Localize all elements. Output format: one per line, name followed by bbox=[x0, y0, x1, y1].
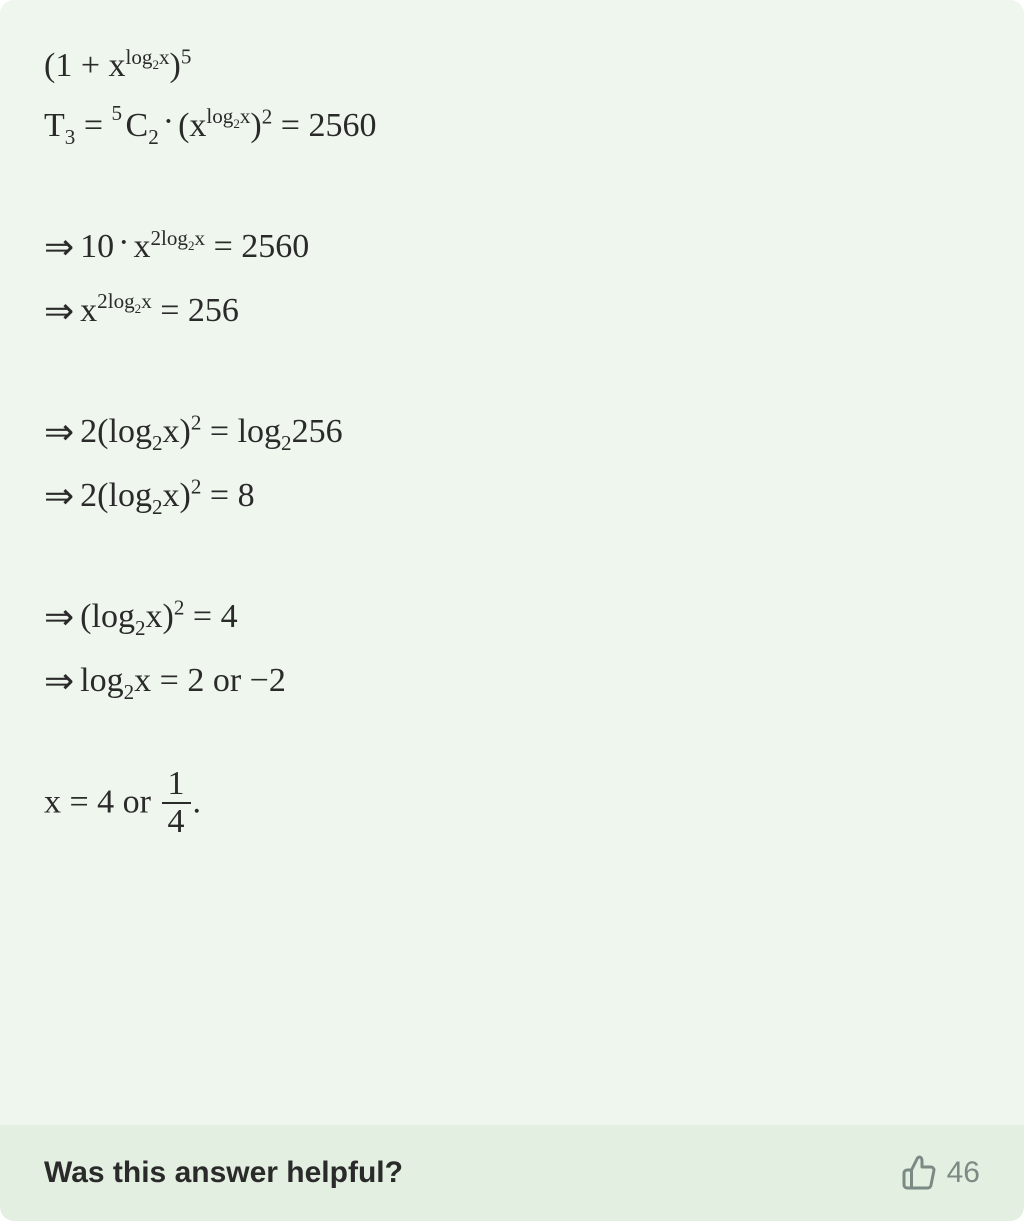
text: x bbox=[159, 45, 170, 69]
implies-icon: ⇒ bbox=[44, 596, 74, 637]
math-block-1: (1 + xlog2x)5 T3 = 5C2·(xlog2x)2 = 2560 bbox=[44, 36, 980, 155]
math-block-4: ⇒(log2x)2 = 4 ⇒log2x = 2 or −2 bbox=[44, 583, 980, 710]
text: = bbox=[75, 107, 111, 144]
text: 3 bbox=[65, 124, 76, 148]
text: 256 bbox=[292, 413, 343, 450]
text: = bbox=[151, 662, 187, 699]
upvote-button[interactable]: 46 bbox=[901, 1155, 980, 1191]
text: x) bbox=[163, 477, 191, 514]
text: 8 bbox=[238, 477, 255, 514]
denominator: 4 bbox=[162, 804, 191, 840]
text: 2 bbox=[148, 124, 159, 148]
math-line: (1 + xlog2x)5 bbox=[44, 36, 980, 96]
text: = bbox=[272, 107, 308, 144]
text: = bbox=[201, 477, 237, 514]
text: = bbox=[152, 292, 188, 329]
text: x bbox=[80, 292, 97, 329]
text: 2 bbox=[281, 431, 292, 455]
text: log bbox=[109, 477, 152, 514]
text: 2560 bbox=[241, 228, 309, 265]
text: 2 or −2 bbox=[187, 662, 286, 699]
text: log bbox=[206, 104, 233, 128]
text: . bbox=[193, 783, 202, 820]
feedback-bar: Was this answer helpful? 46 bbox=[0, 1125, 1024, 1221]
dot-operator: · bbox=[159, 103, 178, 140]
text: log bbox=[80, 662, 123, 699]
text: ) bbox=[170, 47, 181, 84]
text: ) bbox=[250, 107, 261, 144]
vote-count: 46 bbox=[947, 1156, 980, 1190]
text: 2 bbox=[152, 431, 163, 455]
fraction: 14 bbox=[162, 766, 191, 839]
text: ( bbox=[80, 598, 91, 635]
answer-panel: (1 + xlog2x)5 T3 = 5C2·(xlog2x)2 = 2560 … bbox=[0, 0, 1024, 1221]
text: 2 bbox=[262, 104, 273, 128]
implies-icon: ⇒ bbox=[44, 226, 74, 267]
text: x) bbox=[146, 598, 174, 635]
implies-icon: ⇒ bbox=[44, 411, 74, 452]
text: 2( bbox=[80, 477, 108, 514]
text: (x bbox=[178, 107, 206, 144]
math-line: ⇒x2log2x = 256 bbox=[44, 277, 980, 341]
text: 10 bbox=[80, 228, 114, 265]
text: 2log bbox=[151, 226, 188, 250]
math-line: T3 = 5C2·(xlog2x)2 = 2560 bbox=[44, 96, 980, 156]
numerator: 1 bbox=[162, 766, 191, 804]
text: x bbox=[134, 662, 151, 699]
text: 2log bbox=[97, 289, 134, 313]
text: 2560 bbox=[308, 107, 376, 144]
implies-icon: ⇒ bbox=[44, 660, 74, 701]
text: = bbox=[184, 598, 220, 635]
math-block-5: x = 4 or 14. bbox=[44, 768, 980, 841]
text: 2 bbox=[152, 494, 163, 518]
math-line: ⇒2(log2x)2 = 8 bbox=[44, 462, 980, 526]
text: 2 bbox=[191, 411, 202, 435]
text: 2 bbox=[135, 616, 146, 640]
text: x bbox=[240, 104, 251, 128]
text: x bbox=[195, 226, 206, 250]
text: x) bbox=[163, 413, 191, 450]
implies-icon: ⇒ bbox=[44, 475, 74, 516]
text: 2 bbox=[174, 596, 185, 620]
text: log bbox=[92, 598, 135, 635]
math-line: ⇒(log2x)2 = 4 bbox=[44, 583, 980, 647]
text: log bbox=[126, 45, 153, 69]
math-line: x = 4 or 14. bbox=[44, 768, 980, 841]
math-line: ⇒10·x2log2x = 2560 bbox=[44, 213, 980, 277]
text: 2 bbox=[191, 474, 202, 498]
dot-operator: · bbox=[114, 224, 133, 261]
implies-icon: ⇒ bbox=[44, 290, 74, 331]
text: x = 4 or bbox=[44, 783, 160, 820]
text: x bbox=[141, 289, 152, 313]
text: = bbox=[201, 413, 237, 450]
math-line: ⇒log2x = 2 or −2 bbox=[44, 647, 980, 711]
math-block-3: ⇒2(log2x)2 = log2256 ⇒2(log2x)2 = 8 bbox=[44, 398, 980, 525]
text: 2( bbox=[80, 413, 108, 450]
text: (1 + x bbox=[44, 47, 126, 84]
text: 256 bbox=[188, 292, 239, 329]
math-line: ⇒2(log2x)2 = log2256 bbox=[44, 398, 980, 462]
math-block-2: ⇒10·x2log2x = 2560 ⇒x2log2x = 256 bbox=[44, 213, 980, 340]
text: 4 bbox=[221, 598, 238, 635]
text: = bbox=[205, 228, 241, 265]
text: 5 bbox=[181, 45, 192, 69]
feedback-question: Was this answer helpful? bbox=[44, 1156, 403, 1190]
text: log bbox=[238, 413, 281, 450]
text: x bbox=[134, 228, 151, 265]
text: log bbox=[109, 413, 152, 450]
thumbs-up-icon bbox=[901, 1155, 937, 1191]
text: 2 bbox=[124, 679, 135, 703]
